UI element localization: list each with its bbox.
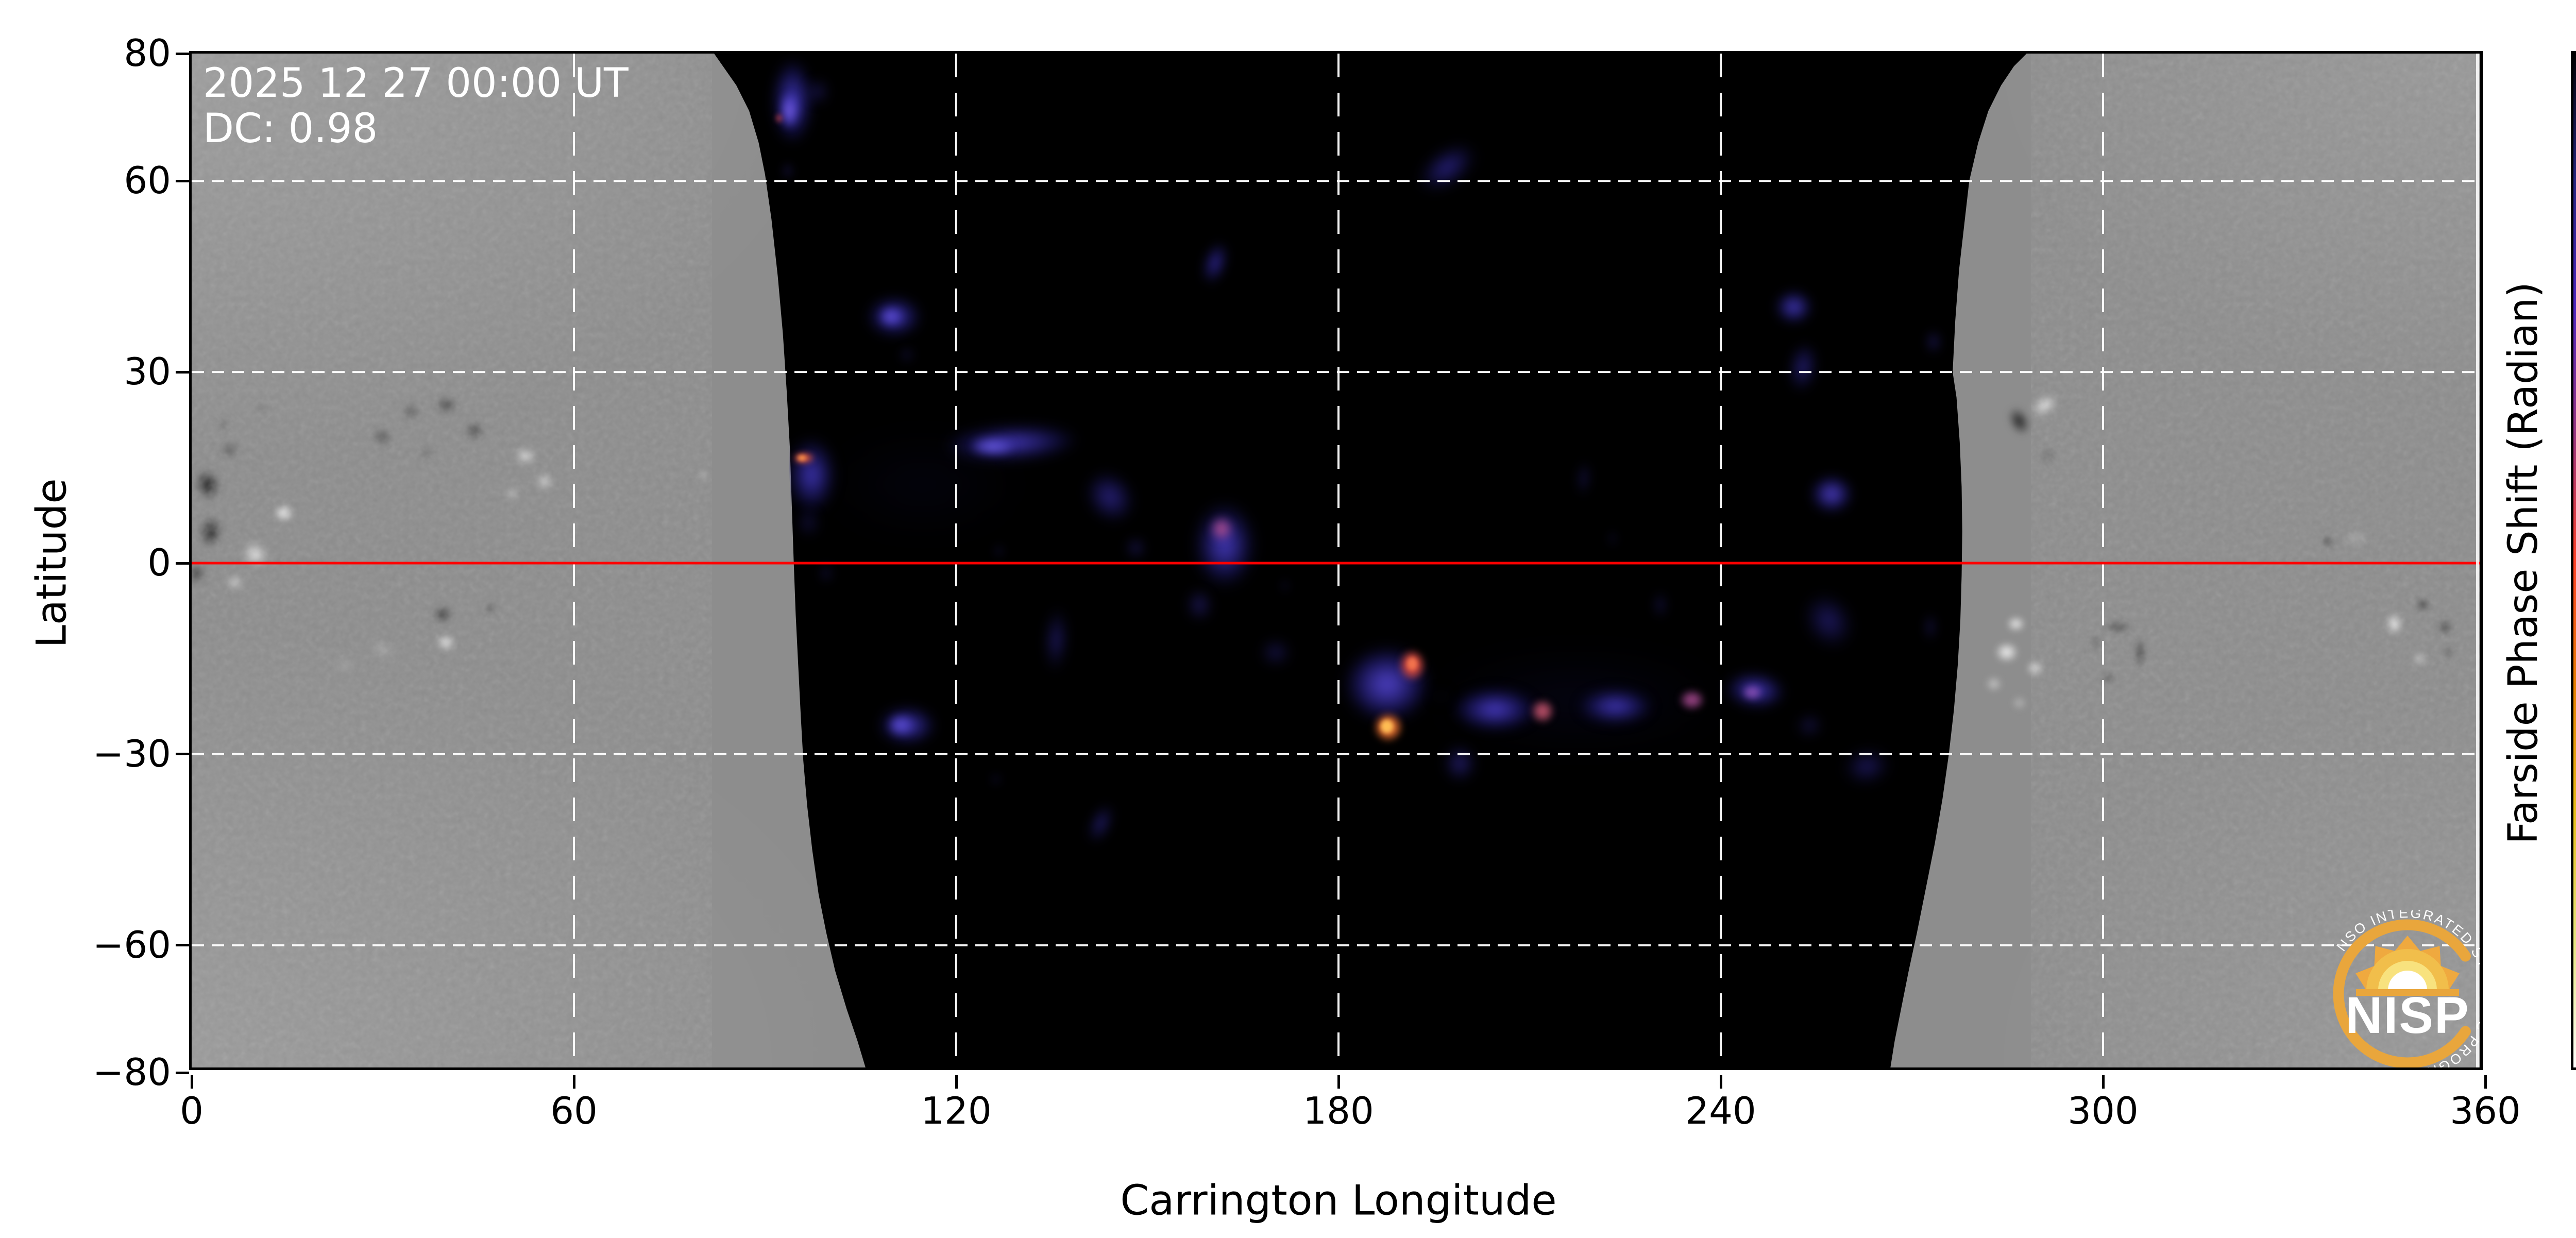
y-axis-tick	[176, 52, 189, 55]
solar-map-plot: NISP NSO INTEGRATED SYNOPTIC PROGRAM	[189, 51, 2483, 1070]
farside-blob-core	[876, 305, 906, 328]
y-axis-tick	[176, 370, 189, 374]
y-axis-tick-label: 60	[124, 159, 171, 202]
x-axis-title: Carrington Longitude	[1120, 1176, 1557, 1225]
x-axis-tick-label: 180	[1303, 1089, 1374, 1132]
farside-blob	[1769, 286, 1818, 328]
farside-region-svg	[714, 54, 2027, 1067]
farside-blob	[895, 342, 919, 367]
x-axis-tick-label: 300	[2067, 1089, 2139, 1132]
sun-disc-white	[2388, 971, 2427, 989]
duty-cycle-value: DC: 0.98	[203, 106, 378, 152]
farside-blob-core	[884, 713, 917, 738]
farside-blob	[789, 497, 827, 548]
x-axis-tick-label: 360	[2450, 1089, 2521, 1132]
active-region-bright	[2006, 692, 2032, 715]
farside-yellow-core	[1377, 717, 1396, 737]
x-axis-tick	[1719, 1075, 1722, 1089]
farside-blob	[1921, 601, 1940, 653]
farside-red-core-inner	[1404, 654, 1420, 673]
y-axis-tick-label: −60	[93, 923, 171, 966]
farside-red-speck	[774, 112, 784, 124]
farside-magenta-spot	[1676, 687, 1708, 713]
x-axis-tick	[955, 1075, 958, 1089]
farside-magenta-core	[1207, 513, 1236, 545]
magnetogram-noise	[192, 54, 2480, 1067]
x-axis-tick-label: 0	[180, 1089, 204, 1132]
farside-colorbar	[2571, 51, 2576, 1070]
y-axis-tick-label: −80	[93, 1050, 171, 1094]
x-axis-tick	[1337, 1075, 1340, 1089]
map-edge-seam	[2476, 54, 2479, 1067]
y-axis-tick-label: 30	[124, 350, 171, 394]
y-axis-tick	[176, 1071, 189, 1074]
farside-blob	[1568, 684, 1664, 728]
farside-phase-shift-blobs	[713, 54, 2023, 1067]
x-axis-tick-label: 240	[1685, 1089, 1756, 1132]
x-axis-tick	[2102, 1075, 2105, 1089]
x-axis-tick-label: 120	[921, 1089, 992, 1132]
farside-blob	[1177, 576, 1222, 634]
farside-blob	[1921, 321, 1946, 363]
y-axis-tick	[176, 179, 189, 182]
farside-blob	[987, 770, 1005, 789]
farside-blob	[1605, 523, 1620, 553]
x-axis-tick	[190, 1075, 193, 1089]
y-axis-tick	[176, 562, 189, 565]
farside-orange-streak-core	[795, 453, 809, 462]
farside-colorbar-title: Farside Phase Shift (Radian)	[2500, 282, 2547, 844]
grid-svg	[192, 54, 2480, 1067]
farside-violet-spot	[1739, 682, 1766, 702]
farside-blob	[799, 69, 837, 114]
x-axis-tick	[2484, 1075, 2487, 1089]
farside-blob	[1647, 581, 1673, 629]
farside-blob	[1248, 628, 1303, 677]
logo-ring	[2333, 919, 2471, 1067]
y-axis-tick	[176, 944, 189, 947]
y-axis-tick-label: −30	[93, 732, 171, 775]
y-axis-tick-label: 80	[124, 31, 171, 75]
farside-region	[714, 54, 2027, 1067]
logo-bar	[2356, 989, 2459, 996]
farside-blob-core	[777, 88, 801, 133]
farside-blob	[1804, 470, 1859, 518]
nisp-logo: NISP NSO INTEGRATED SYNOPTIC PROGRAM	[2325, 910, 2480, 1067]
farside-blob	[1438, 739, 1481, 788]
x-axis-tick-label: 60	[550, 1089, 598, 1132]
map-datetime: 2025 12 27 00:00 UT	[203, 60, 629, 107]
farside-blob	[1278, 574, 1293, 598]
active-region-bright	[1998, 609, 2034, 638]
farside-pink-spot	[1528, 697, 1557, 726]
x-axis-tick	[572, 1075, 575, 1089]
farside-dark-gap	[1421, 680, 1460, 714]
active-region-bright	[1979, 671, 2008, 697]
farside-blob	[1117, 529, 1154, 567]
farside-blob	[990, 539, 1008, 563]
farside-blob	[781, 427, 842, 523]
y-axis-tick	[176, 753, 189, 756]
farside-blob-core	[964, 435, 1022, 458]
y-axis-tick-label: 0	[147, 541, 171, 584]
logo-acronym: NISP	[2345, 987, 2469, 1044]
